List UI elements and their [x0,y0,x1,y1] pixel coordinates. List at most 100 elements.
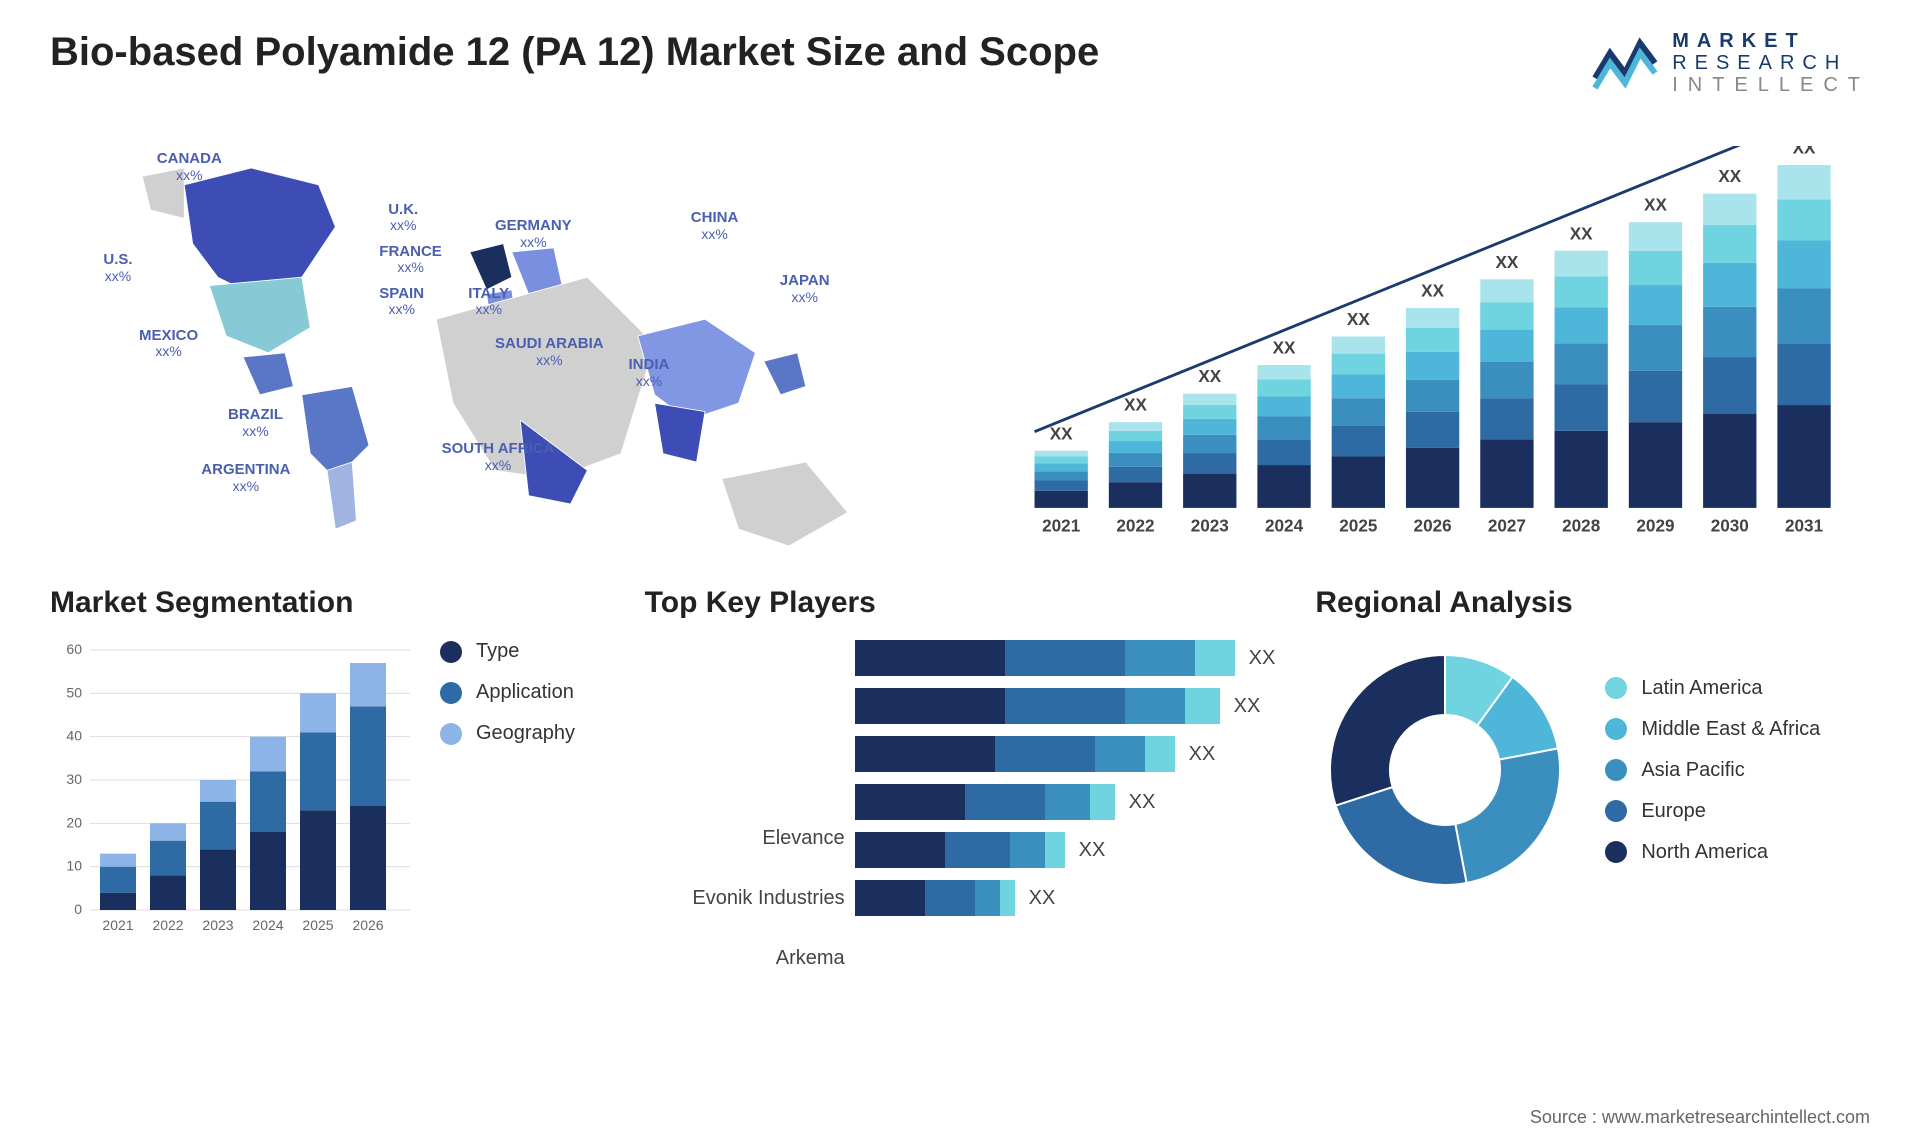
regional-legend-item: Middle East & Africa [1605,718,1820,741]
legend-label: Middle East & Africa [1641,718,1820,741]
legend-swatch [1605,841,1627,863]
segmentation-legend-item: Geography [440,722,575,745]
svg-text:XX: XX [1050,423,1073,443]
regional-legend-item: Asia Pacific [1605,759,1820,782]
svg-text:2021: 2021 [102,917,133,933]
player-label: Elevance [645,820,845,856]
players-labels: ElevanceEvonik IndustriesArkema [645,640,845,994]
player-bar-row: XX [855,736,1276,772]
svg-text:2024: 2024 [252,917,283,933]
player-bar-row: XX [855,688,1276,724]
legend-label: Asia Pacific [1641,759,1744,782]
player-bar-segment [925,880,975,916]
legend-swatch [440,682,462,704]
regional-legend-item: North America [1605,841,1820,864]
legend-label: North America [1641,841,1768,864]
logo-line3: INTELLECT [1672,74,1870,96]
svg-text:40: 40 [66,728,82,744]
logo-line2: RESEARCH [1672,52,1870,74]
segmentation-title: Market Segmentation [50,586,605,620]
svg-text:20: 20 [66,814,82,830]
svg-text:2029: 2029 [1636,516,1674,536]
player-bar-segment [855,688,1005,724]
map-label-u-k-: U.K.xx% [388,202,418,235]
svg-text:XX: XX [1347,309,1370,329]
player-bar-segment [1125,640,1195,676]
page-title: Bio-based Polyamide 12 (PA 12) Market Si… [50,30,1099,75]
player-bar-value: XX [1249,647,1276,670]
svg-text:2031: 2031 [1785,516,1824,536]
legend-label: Europe [1641,800,1706,823]
svg-text:XX: XX [1495,252,1518,272]
svg-text:10: 10 [66,858,82,874]
regional-card: Regional Analysis Latin AmericaMiddle Ea… [1315,586,1870,994]
legend-swatch [1605,759,1627,781]
player-bar-segment [1000,880,1015,916]
map-label-india: INDIAxx% [629,357,670,390]
logo-icon [1590,33,1660,93]
svg-text:2022: 2022 [1116,516,1154,536]
svg-text:XX: XX [1198,366,1221,386]
growth-chart: 2021XX2022XX2023XX2024XX2025XX2026XX2027… [980,126,1870,546]
player-label: Arkema [645,940,845,976]
svg-text:XX: XX [1793,146,1816,158]
segmentation-chart: 0102030405060202120222023202420252026 [50,640,410,940]
svg-text:2027: 2027 [1488,516,1526,536]
player-bar-segment [855,880,925,916]
map-label-south-africa: SOUTH AFRICAxx% [442,441,555,474]
brand-logo: MARKET RESEARCH INTELLECT [1590,30,1870,96]
map-label-mexico: MEXICOxx% [139,328,198,361]
svg-text:XX: XX [1273,338,1296,358]
player-bar-segment [855,640,1005,676]
player-bar-segment [855,832,945,868]
map-label-china: CHINAxx% [691,210,739,243]
svg-text:2023: 2023 [202,917,233,933]
player-label [645,640,845,676]
players-bars: XXXXXXXXXXXX [855,640,1276,994]
player-bar-segment [1125,688,1185,724]
svg-text:2024: 2024 [1265,516,1304,536]
player-bar-segment [1010,832,1045,868]
source-text: Source : www.marketresearchintellect.com [1530,1107,1870,1128]
map-label-saudi-arabia: SAUDI ARABIAxx% [495,336,604,369]
map-label-germany: GERMANYxx% [495,218,572,251]
player-bar-segment [1185,688,1220,724]
player-label [645,760,845,796]
segmentation-card: Market Segmentation 01020304050602021202… [50,586,605,994]
player-bar [855,736,1175,772]
player-bar-segment [995,736,1095,772]
player-bar-segment [975,880,1000,916]
svg-text:2025: 2025 [302,917,333,933]
map-label-canada: CANADAxx% [157,151,222,184]
svg-text:XX: XX [1421,280,1444,300]
map-label-japan: JAPANxx% [780,273,830,306]
player-bar-segment [1095,736,1145,772]
svg-text:XX: XX [1570,223,1593,243]
legend-label: Type [476,640,519,663]
player-bar-value: XX [1029,887,1056,910]
player-bar-row: XX [855,784,1276,820]
regional-legend: Latin America Middle East & Africa Asia Pa… [1605,677,1820,864]
player-bar-segment [1045,832,1065,868]
svg-text:XX: XX [1718,166,1741,186]
player-bar-segment [1145,736,1175,772]
player-bar-segment [965,784,1045,820]
svg-text:2025: 2025 [1339,516,1378,536]
svg-text:2022: 2022 [152,917,183,933]
segmentation-legend-item: Application [440,681,575,704]
svg-text:2026: 2026 [1414,516,1452,536]
svg-text:2028: 2028 [1562,516,1600,536]
svg-text:2026: 2026 [352,917,383,933]
legend-label: Application [476,681,574,704]
player-bar [855,832,1065,868]
players-title: Top Key Players [645,586,1276,620]
world-map: CANADAxx%U.S.xx%MEXICOxx%BRAZILxx%ARGENT… [50,126,940,546]
player-label [645,700,845,736]
player-bar-segment [855,784,965,820]
player-bar-value: XX [1234,695,1261,718]
svg-text:0: 0 [74,901,82,917]
svg-text:30: 30 [66,771,82,787]
map-label-france: FRANCExx% [379,244,442,277]
map-label-spain: SPAINxx% [379,286,424,319]
regional-legend-item: Latin America [1605,677,1820,700]
